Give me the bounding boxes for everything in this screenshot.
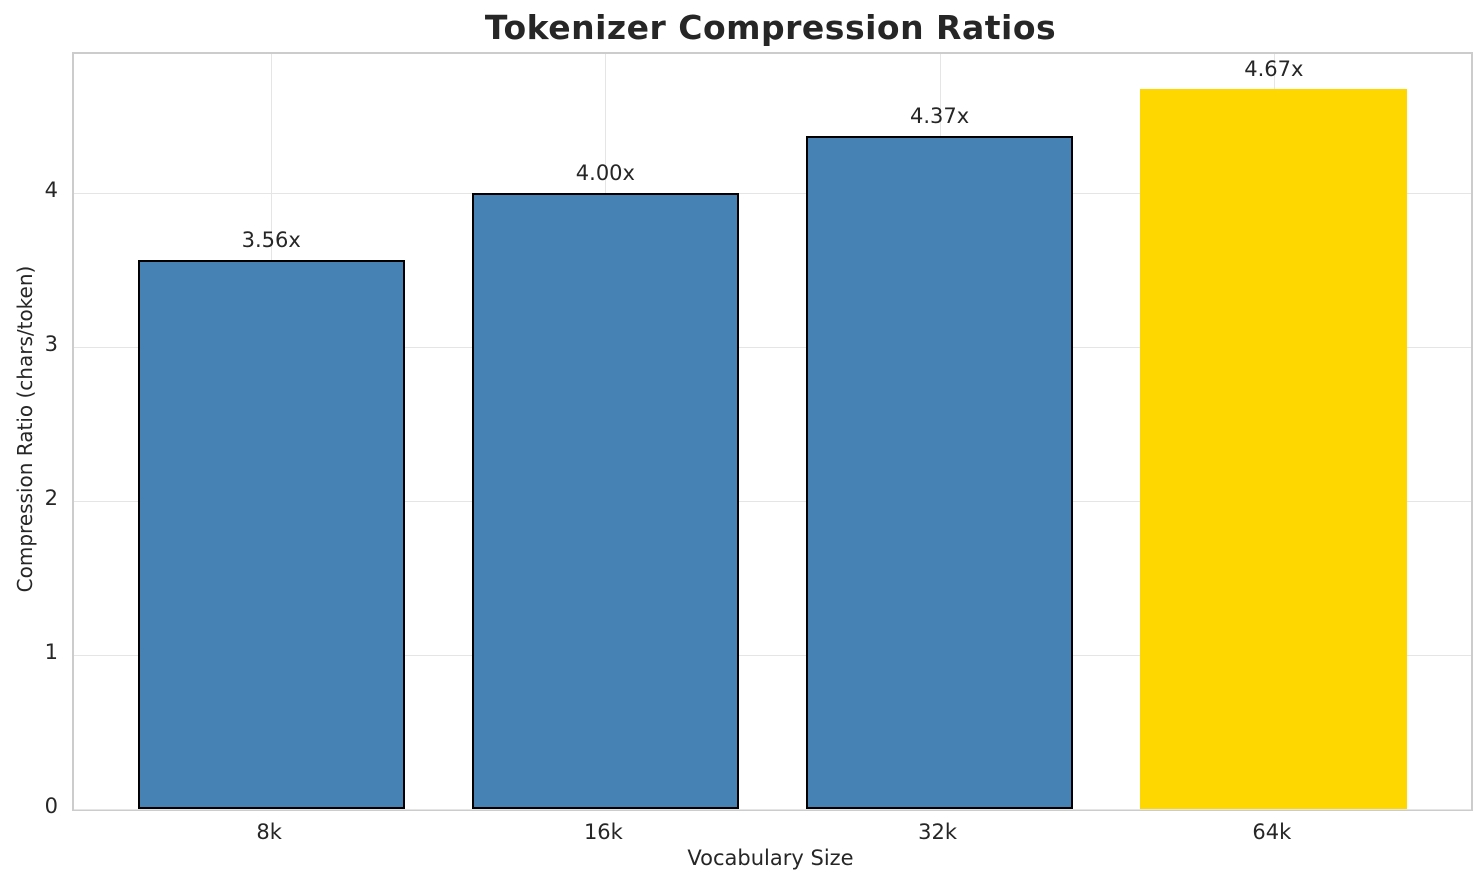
gridline-horizontal — [74, 346, 1471, 348]
bar-8k — [137, 260, 405, 809]
bar-value-label: 4.67x — [1244, 57, 1304, 82]
bar-value-label: 4.37x — [909, 103, 970, 128]
bar-value-label: 3.56x — [241, 228, 301, 253]
x-tick-label: 64k — [1252, 820, 1292, 844]
bar-16k — [471, 192, 740, 809]
gridline-horizontal — [74, 809, 1471, 810]
bar-value-label: 4.00x — [575, 160, 635, 185]
y-axis-label-text: Compression Ratio (chars/token) — [13, 265, 37, 593]
y-tick-label: 2 — [44, 485, 58, 510]
y-tick-label: 4 — [44, 177, 58, 202]
y-tick-label: 3 — [44, 331, 58, 356]
gridline-horizontal — [74, 500, 1471, 502]
y-tick-label: 0 — [44, 794, 58, 818]
y-tick-label: 1 — [44, 639, 58, 664]
gridline-horizontal — [74, 654, 1471, 656]
bar-32k — [805, 135, 1074, 809]
chart-title: Tokenizer Compression Ratios — [484, 8, 1057, 47]
x-axis-label: Vocabulary Size — [687, 846, 854, 870]
gridline-horizontal — [74, 192, 1471, 194]
x-tick-label: 32k — [918, 820, 958, 844]
x-tick-label: 16k — [583, 820, 623, 844]
bar-64k — [1140, 89, 1408, 809]
plot-area: 3.56x 4.00x 4.37x 4.67x — [72, 52, 1473, 811]
x-tick-label: 8k — [256, 820, 282, 844]
